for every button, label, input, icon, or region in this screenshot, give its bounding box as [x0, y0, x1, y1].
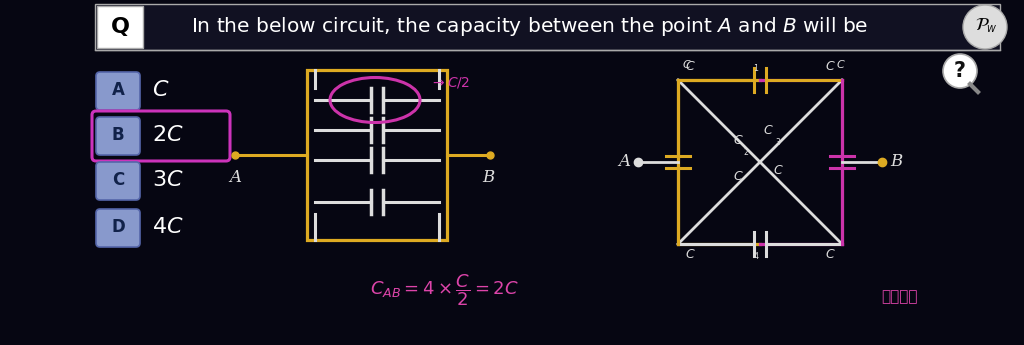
- Text: Q: Q: [111, 17, 129, 37]
- Text: A: A: [112, 81, 125, 99]
- FancyBboxPatch shape: [96, 209, 140, 247]
- Text: C: C: [825, 60, 835, 73]
- Text: In the below circuit, the capacity between the point $A$ and $B$ will be: In the below circuit, the capacity betwe…: [191, 16, 868, 39]
- Circle shape: [943, 54, 977, 88]
- Text: अकाल: अकाल: [882, 289, 919, 305]
- Text: $C$: $C$: [152, 79, 169, 101]
- Text: C: C: [683, 60, 691, 70]
- Text: $3C$: $3C$: [152, 169, 183, 191]
- Text: $C_{AB} = 4 \times \dfrac{C}{2} = 2C$: $C_{AB} = 4 \times \dfrac{C}{2} = 2C$: [370, 272, 519, 308]
- Text: C: C: [764, 124, 772, 137]
- Text: $_4$: $_4$: [753, 251, 760, 263]
- Text: C: C: [733, 170, 742, 183]
- Text: C: C: [773, 164, 782, 177]
- Text: $\mathcal{P}$: $\mathcal{P}$: [975, 16, 989, 34]
- Text: C: C: [733, 134, 742, 147]
- Text: C: C: [112, 171, 124, 189]
- Circle shape: [963, 5, 1007, 49]
- FancyBboxPatch shape: [96, 162, 140, 200]
- Text: A: A: [229, 169, 241, 186]
- Text: $_1$: $_1$: [753, 63, 759, 75]
- Text: $_2$: $_2$: [742, 147, 750, 159]
- Bar: [95, 4, 1000, 50]
- Text: $2C$: $2C$: [152, 124, 183, 146]
- Text: D: D: [112, 218, 125, 236]
- Bar: [97, 6, 143, 48]
- Text: B: B: [890, 154, 902, 170]
- Bar: [307, 70, 447, 240]
- Text: A: A: [618, 154, 630, 170]
- Text: $_3$: $_3$: [775, 137, 781, 149]
- Text: ?: ?: [954, 61, 966, 81]
- FancyBboxPatch shape: [96, 117, 140, 155]
- Text: C: C: [825, 248, 835, 261]
- Text: $4C$: $4C$: [152, 216, 183, 238]
- Text: C: C: [686, 60, 694, 73]
- Text: $\rightarrow C/2$: $\rightarrow C/2$: [430, 75, 470, 89]
- Text: B: B: [482, 169, 495, 186]
- Text: B: B: [112, 126, 124, 144]
- Text: $_W$: $_W$: [986, 22, 997, 36]
- Text: C: C: [686, 248, 694, 261]
- Text: C: C: [837, 60, 845, 70]
- FancyBboxPatch shape: [96, 72, 140, 110]
